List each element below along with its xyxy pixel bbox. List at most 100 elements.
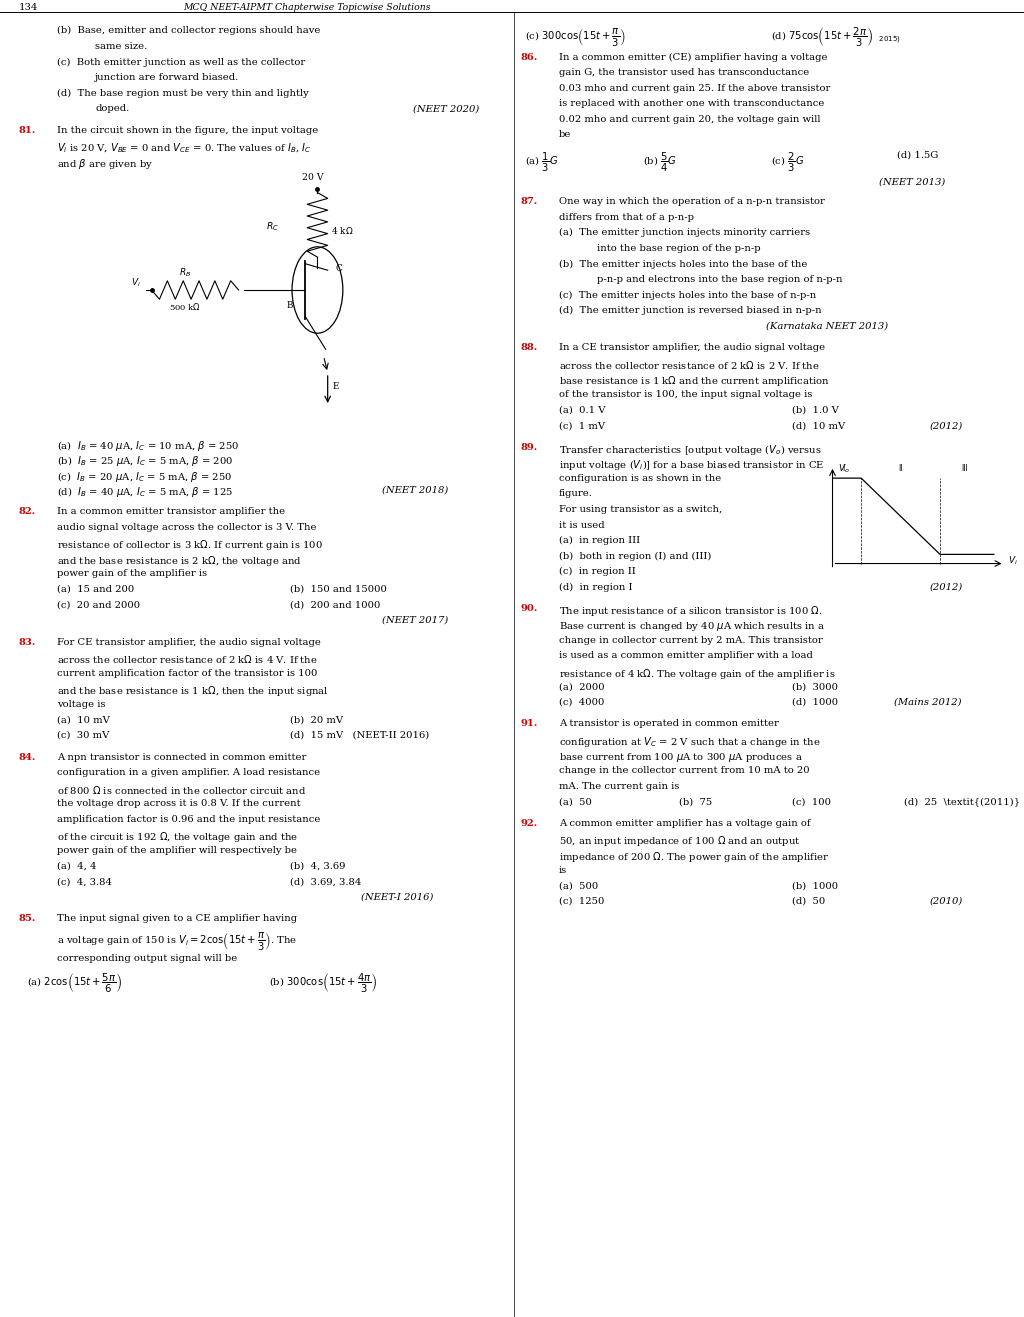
Text: (b) $300\cos\!\left(15t + \dfrac{4\pi}{3}\right)$: (b) $300\cos\!\left(15t + \dfrac{4\pi}{3… — [269, 972, 378, 994]
Text: and the base resistance is 1 k$\Omega$, then the input signal: and the base resistance is 1 k$\Omega$, … — [57, 685, 329, 698]
Text: (c)  20 and 2000: (c) 20 and 2000 — [57, 601, 140, 610]
Text: 86.: 86. — [520, 53, 538, 62]
Text: (2012): (2012) — [930, 582, 963, 591]
Text: across the collector resistance of 2 k$\Omega$ is 2 V. If the: across the collector resistance of 2 k$\… — [559, 360, 820, 371]
Text: (c) $300\cos\!\left(15t + \dfrac{\pi}{3}\right)$: (c) $300\cos\!\left(15t + \dfrac{\pi}{3}… — [525, 26, 626, 49]
Text: Base current is changed by 40 $\mu$A which results in a: Base current is changed by 40 $\mu$A whi… — [559, 620, 825, 633]
Text: (2012): (2012) — [930, 421, 963, 431]
Text: amplification factor is 0.96 and the input resistance: amplification factor is 0.96 and the inp… — [57, 815, 321, 824]
Text: (NEET 2020): (NEET 2020) — [413, 104, 479, 113]
Text: change in collector current by 2 mA. This transistor: change in collector current by 2 mA. Thi… — [559, 636, 823, 644]
Text: (c)  1 mV: (c) 1 mV — [559, 421, 605, 431]
Text: (a)  15 and 200: (a) 15 and 200 — [57, 585, 134, 594]
Text: doped.: doped. — [95, 104, 129, 113]
Text: (c)  30 mV: (c) 30 mV — [57, 731, 110, 740]
Text: (c)  4000: (c) 4000 — [559, 698, 604, 707]
Text: (a)  10 mV: (a) 10 mV — [57, 715, 111, 724]
Text: (a) $\dfrac{1}{3}G$: (a) $\dfrac{1}{3}G$ — [525, 150, 559, 174]
Text: (d)  1000: (d) 1000 — [792, 698, 838, 707]
Text: be: be — [559, 130, 571, 140]
Text: (NEET-I 2016): (NEET-I 2016) — [361, 893, 434, 902]
Text: 90.: 90. — [520, 605, 538, 614]
Text: For using transistor as a switch,: For using transistor as a switch, — [559, 504, 722, 514]
Text: In a common emitter transistor amplifier the: In a common emitter transistor amplifier… — [57, 507, 286, 516]
Text: audio signal voltage across the collector is 3 V. The: audio signal voltage across the collecto… — [57, 523, 316, 532]
Text: A common emitter amplifier has a voltage gain of: A common emitter amplifier has a voltage… — [559, 819, 811, 828]
Text: (2010): (2010) — [930, 897, 963, 906]
Text: The input signal given to a CE amplifier having: The input signal given to a CE amplifier… — [57, 914, 297, 923]
Text: (d)  The emitter junction is reversed biased in n-p-n: (d) The emitter junction is reversed bia… — [559, 306, 821, 315]
Text: 83.: 83. — [18, 637, 36, 647]
Text: (b)  both in region (I) and (III): (b) both in region (I) and (III) — [559, 552, 712, 561]
Text: (NEET 2013): (NEET 2013) — [879, 176, 945, 186]
Text: input voltage ($V_i$)] for a base biased transistor in CE: input voltage ($V_i$)] for a base biased… — [559, 458, 824, 473]
Text: (d) $75\cos\!\left(15t + \dfrac{2\pi}{3}\right)$  $_{2015)}$: (d) $75\cos\!\left(15t + \dfrac{2\pi}{3}… — [771, 26, 901, 50]
Text: (d)  $I_B$ = 40 $\mu$A, $I_C$ = 5 mA, $\beta$ = 125: (d) $I_B$ = 40 $\mu$A, $I_C$ = 5 mA, $\b… — [57, 486, 233, 499]
Text: the voltage drop across it is 0.8 V. If the current: the voltage drop across it is 0.8 V. If … — [57, 799, 301, 809]
Text: 85.: 85. — [18, 914, 36, 923]
Text: impedance of 200 $\Omega$. The power gain of the amplifier: impedance of 200 $\Omega$. The power gai… — [559, 849, 829, 864]
Text: (c)  100: (c) 100 — [792, 797, 830, 806]
Text: mA. The current gain is: mA. The current gain is — [559, 781, 680, 790]
Text: 88.: 88. — [520, 344, 538, 353]
Text: same size.: same size. — [95, 42, 147, 51]
Text: (c)  Both emitter junction as well as the collector: (c) Both emitter junction as well as the… — [57, 58, 305, 67]
Text: gain G, the transistor used has transconductance: gain G, the transistor used has transcon… — [559, 68, 809, 78]
Text: (c)  in region II: (c) in region II — [559, 568, 636, 577]
Text: (b)  75: (b) 75 — [679, 797, 712, 806]
Text: (c)  $I_B$ = 20 $\mu$A, $I_C$ = 5 mA, $\beta$ = 250: (c) $I_B$ = 20 $\mu$A, $I_C$ = 5 mA, $\b… — [57, 470, 232, 483]
Text: of the transistor is 100, the input signal voltage is: of the transistor is 100, the input sign… — [559, 390, 812, 399]
Text: (d) 1.5G: (d) 1.5G — [897, 150, 938, 159]
Text: E: E — [333, 382, 339, 391]
Text: resistance of collector is 3 k$\Omega$. If current gain is 100: resistance of collector is 3 k$\Omega$. … — [57, 539, 324, 552]
Text: it is used: it is used — [559, 520, 605, 529]
Text: (c)  1250: (c) 1250 — [559, 897, 604, 906]
Text: 87.: 87. — [520, 198, 538, 207]
Text: 500 k$\Omega$: 500 k$\Omega$ — [169, 300, 201, 312]
Text: change in the collector current from 10 mA to 20: change in the collector current from 10 … — [559, 766, 810, 776]
Text: $V_i$ is 20 V, $V_{BE}$ = 0 and $V_{CE}$ = 0. The values of $I_B$, $I_C$: $V_i$ is 20 V, $V_{BE}$ = 0 and $V_{CE}$… — [57, 141, 312, 155]
Text: base current from 100 $\mu$A to 300 $\mu$A produces a: base current from 100 $\mu$A to 300 $\mu… — [559, 751, 803, 764]
Text: is used as a common emitter amplifier with a load: is used as a common emitter amplifier wi… — [559, 651, 813, 660]
Text: 134: 134 — [18, 3, 38, 12]
Text: (a)  50: (a) 50 — [559, 797, 592, 806]
Text: figure.: figure. — [559, 490, 593, 498]
Text: (b)  Base, emitter and collector regions should have: (b) Base, emitter and collector regions … — [57, 26, 321, 36]
Text: current amplification factor of the transistor is 100: current amplification factor of the tran… — [57, 669, 317, 678]
Text: (d)  3.69, 3.84: (d) 3.69, 3.84 — [290, 877, 361, 886]
Text: (d)  15 mV   (NEET-II 2016): (d) 15 mV (NEET-II 2016) — [290, 731, 429, 740]
Text: 0.02 mho and current gain 20, the voltage gain will: 0.02 mho and current gain 20, the voltag… — [559, 115, 820, 124]
Text: A npn transistor is connected in common emitter: A npn transistor is connected in common … — [57, 753, 307, 761]
Text: corresponding output signal will be: corresponding output signal will be — [57, 954, 238, 963]
Text: In a CE transistor amplifier, the audio signal voltage: In a CE transistor amplifier, the audio … — [559, 344, 825, 353]
Text: One way in which the operation of a n-p-n transistor: One way in which the operation of a n-p-… — [559, 198, 825, 207]
Text: (c) $\dfrac{2}{3}G$: (c) $\dfrac{2}{3}G$ — [771, 150, 805, 174]
Text: configuration at $V_C$ = 2 V such that a change in the: configuration at $V_C$ = 2 V such that a… — [559, 735, 820, 749]
Text: 81.: 81. — [18, 126, 36, 134]
Text: B: B — [287, 300, 293, 309]
Text: (d)  10 mV: (d) 10 mV — [792, 421, 845, 431]
Text: (a)  The emitter junction injects minority carriers: (a) The emitter junction injects minorit… — [559, 228, 810, 237]
Text: 91.: 91. — [520, 719, 538, 728]
Text: p-n-p and electrons into the base region of n-p-n: p-n-p and electrons into the base region… — [597, 275, 843, 284]
Text: is replaced with another one with transconductance: is replaced with another one with transc… — [559, 99, 824, 108]
Text: a voltage gain of 150 is $V_i = 2\cos\!\left(15t + \dfrac{\pi}{3}\right)$. The: a voltage gain of 150 is $V_i = 2\cos\!\… — [57, 930, 297, 952]
Text: base resistance is 1 k$\Omega$ and the current amplification: base resistance is 1 k$\Omega$ and the c… — [559, 374, 829, 389]
Text: power gain of the amplifier is: power gain of the amplifier is — [57, 569, 208, 578]
Text: into the base region of the p-n-p: into the base region of the p-n-p — [597, 244, 761, 253]
Text: (b)  4, 3.69: (b) 4, 3.69 — [290, 861, 345, 871]
Text: 50, an input impedance of 100 $\Omega$ and an output: 50, an input impedance of 100 $\Omega$ a… — [559, 835, 801, 848]
Text: A transistor is operated in common emitter: A transistor is operated in common emitt… — [559, 719, 779, 728]
Text: (b)  $I_B$ = 25 $\mu$A, $I_C$ = 5 mA, $\beta$ = 200: (b) $I_B$ = 25 $\mu$A, $I_C$ = 5 mA, $\b… — [57, 454, 233, 469]
Text: (d)  50: (d) 50 — [792, 897, 824, 906]
Text: of the circuit is 192 $\Omega$, the voltage gain and the: of the circuit is 192 $\Omega$, the volt… — [57, 831, 298, 844]
Text: 84.: 84. — [18, 753, 36, 761]
Text: 4 k$\Omega$: 4 k$\Omega$ — [331, 225, 353, 236]
Text: (d)  The base region must be very thin and lightly: (d) The base region must be very thin an… — [57, 88, 309, 97]
Text: (b)  The emitter injects holes into the base of the: (b) The emitter injects holes into the b… — [559, 259, 808, 269]
Text: (a)  2000: (a) 2000 — [559, 682, 605, 691]
Text: $R_C$: $R_C$ — [266, 221, 280, 233]
Text: $R_B$: $R_B$ — [179, 266, 190, 279]
Text: (NEET 2018): (NEET 2018) — [382, 486, 449, 494]
Text: differs from that of a p-n-p: differs from that of a p-n-p — [559, 213, 694, 221]
